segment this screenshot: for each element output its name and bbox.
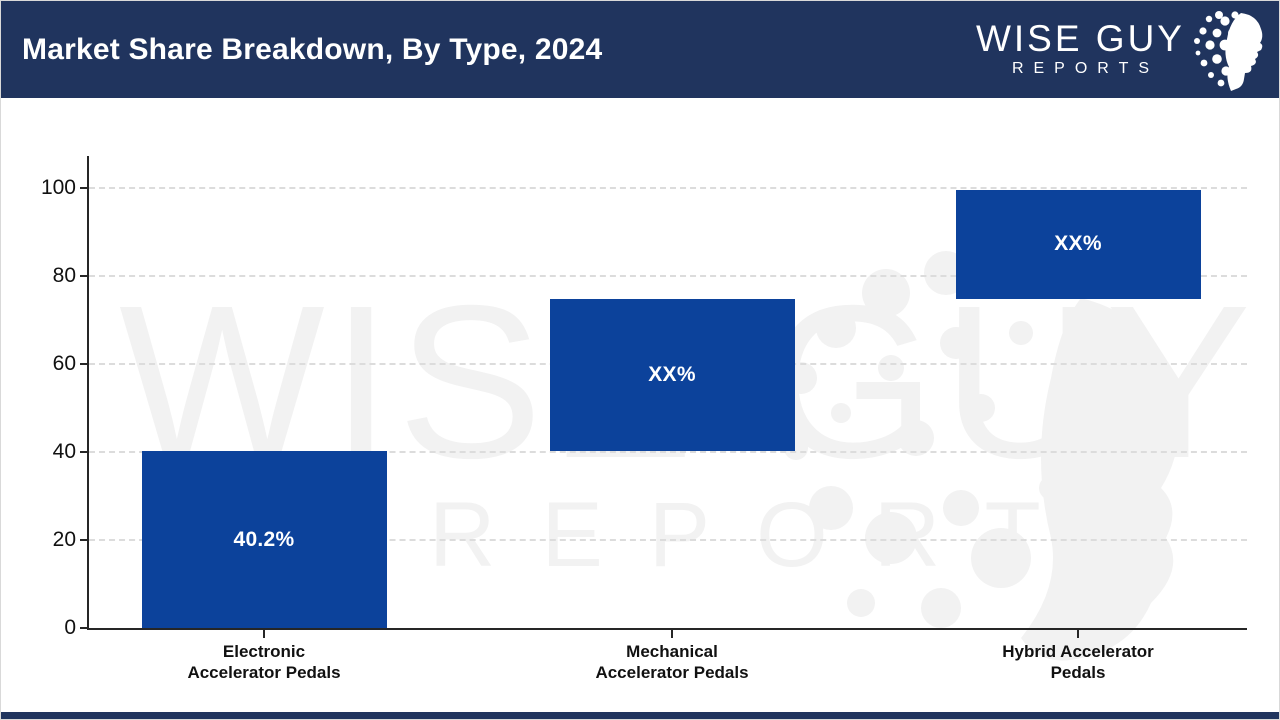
y-tick-label-40: 40 [52,440,76,464]
logo-subtext: REPORTS [1011,60,1160,77]
logo-text: WISE GUY REPORTS [976,20,1185,79]
bar-hybrid-accelerator-pedals: XX% [955,190,1201,299]
logo-face-icon [1194,10,1263,91]
gridline-80 [89,275,1247,278]
x-axis-line [87,628,1247,630]
bar-value-label: XX% [648,363,696,387]
gridline-100 [89,187,1247,190]
y-tick-label-0: 0 [64,616,76,639]
bar-electronic-accelerator-pedals: 40.2% [141,451,387,628]
y-tick-80 [80,275,87,278]
x-category-label-1: Electronic Accelerator Pedals [104,641,424,683]
x-category-line: Accelerator Pedals [595,663,749,682]
y-tick-60 [80,363,87,366]
y-tick-0 [80,627,87,629]
gridline-40 [89,451,1247,454]
header-bar: Market Share Breakdown, By Type, 2024 WI… [1,1,1279,98]
x-category-label-2: Mechanical Accelerator Pedals [512,641,832,683]
y-tick-label-80: 80 [52,264,76,288]
y-tick-20 [80,539,87,542]
x-tick-2 [671,630,673,638]
gridline-20 [89,539,1247,542]
x-category-label-3: Hybrid Accelerator Pedals [918,641,1238,683]
x-category-line: Hybrid Accelerator [1002,642,1154,661]
y-tick-label-20: 20 [52,528,76,552]
y-tick-label-60: 60 [52,352,76,376]
chart-area: WISE GUY REPORTS 0 20 40 60 80 100 40.2% Electr… [1,98,1279,714]
x-category-line: Electronic [222,642,306,661]
x-category-line: Mechanical [626,642,718,661]
x-category-line: Accelerator Pedals [187,663,341,682]
bar-value-label: XX% [1054,232,1102,256]
y-tick-40 [80,451,87,454]
bar-value-label: 40.2% [233,527,295,551]
footer-bar [1,712,1279,719]
x-tick-3 [1077,630,1079,638]
bar-mechanical-accelerator-pedals: XX% [549,298,795,452]
x-category-line: Pedals [1050,663,1106,682]
y-axis-line [87,156,89,630]
y-tick-100 [80,187,87,190]
wiseguy-logo: WISE GUY REPORTS [976,7,1279,93]
page-title: Market Share Breakdown, By Type, 2024 [22,32,603,66]
y-tick-label-100: 100 [40,176,76,200]
x-tick-1 [263,630,265,638]
watermark-face-dots-icon [784,245,1179,661]
logo-wordmark: WISE GUY [975,18,1185,59]
